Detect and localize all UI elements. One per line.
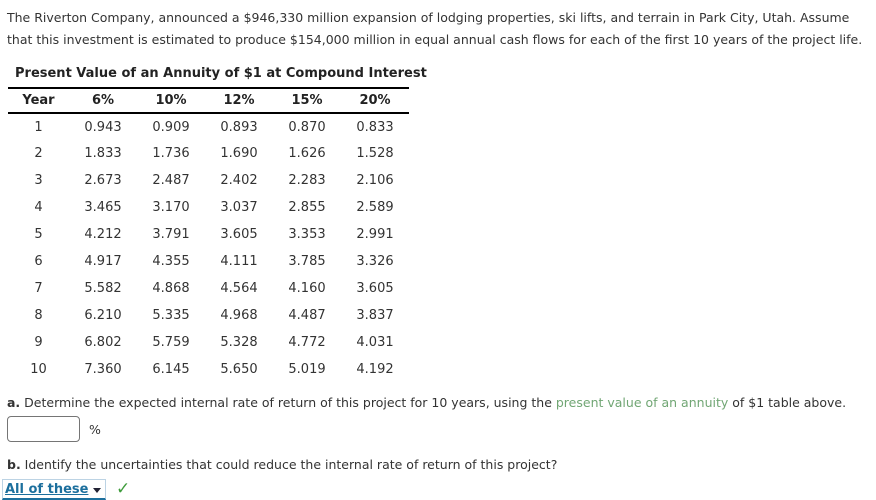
table-cell: 8 xyxy=(34,308,43,323)
table-cell: 7.360 xyxy=(84,362,122,377)
column-header: 12% xyxy=(223,93,255,108)
table-row: 8 6.210 5.335 4.968 4.487 3.837 xyxy=(8,302,409,329)
table-cell: 2.402 xyxy=(220,173,258,188)
table-cell: 3.326 xyxy=(356,254,394,269)
table-cell: 6.210 xyxy=(84,308,122,323)
table-cell: 2.283 xyxy=(288,173,326,188)
table-cell: 3.837 xyxy=(356,308,394,323)
table-cell: 0.833 xyxy=(356,119,394,135)
table-cell: 2 xyxy=(34,146,43,161)
correct-checkmark-icon: ✓ xyxy=(116,479,131,499)
table-cell: 6.145 xyxy=(152,362,190,377)
chevron-down-icon xyxy=(93,487,101,493)
column-header: Year xyxy=(22,93,55,108)
table-cell: 3.605 xyxy=(356,281,394,296)
column-header: 6% xyxy=(91,93,115,108)
annuity-table: Present Value of an Annuity of $1 at Com… xyxy=(8,66,427,383)
table-row: 7 5.582 4.868 4.564 4.160 3.605 xyxy=(8,275,409,302)
table-cell: 3.785 xyxy=(288,254,326,269)
table-cell: 4.192 xyxy=(356,362,394,377)
answer-row: % xyxy=(7,416,869,442)
table-cell: 4.917 xyxy=(84,254,122,269)
table-cell: 4.772 xyxy=(288,335,326,350)
table-cell: 4.111 xyxy=(220,254,258,269)
table-cell: 5.582 xyxy=(84,281,122,296)
table-row: 1 0.943 0.909 0.893 0.870 0.833 xyxy=(8,113,409,140)
table-cell: 7 xyxy=(34,281,43,296)
table-cell: 3.037 xyxy=(220,200,258,215)
annuity-table-body: 1 0.943 0.909 0.893 0.870 0.833 2 1.833 1.736 1.6… xyxy=(8,113,409,383)
table-cell: 3 xyxy=(34,173,43,188)
table-row: 3 2.673 2.487 2.402 2.283 2.106 xyxy=(8,167,409,194)
column-header: 15% xyxy=(291,93,323,108)
table-cell: 2.991 xyxy=(356,227,394,242)
table-cell: 9 xyxy=(34,335,43,350)
table-cell: 4.160 xyxy=(288,281,326,296)
table-cell: 1.528 xyxy=(356,146,394,161)
table-cell: 5.328 xyxy=(220,335,258,350)
table-cell: 2.673 xyxy=(84,173,122,188)
table-row: 10 7.360 6.145 5.650 5.019 4.192 xyxy=(8,356,409,383)
table-cell: 1 xyxy=(34,119,43,135)
table-cell: 2.855 xyxy=(288,200,326,215)
irr-answer-input[interactable] xyxy=(7,416,80,442)
table-row: 6 4.917 4.355 4.111 3.785 3.326 xyxy=(8,248,409,275)
table-cell: 4.968 xyxy=(220,308,258,323)
annuity-table-title: Present Value of an Annuity of $1 at Com… xyxy=(15,66,427,81)
table-row: 2 1.833 1.736 1.690 1.626 1.528 xyxy=(8,140,409,167)
column-header: 10% xyxy=(155,93,187,108)
table-cell: 5.019 xyxy=(288,362,326,377)
table-cell: 4.031 xyxy=(356,335,394,350)
question-b: b. Identify the uncertainties that could… xyxy=(7,457,869,472)
table-cell: 6.802 xyxy=(84,335,122,350)
table-cell: 0.909 xyxy=(152,119,190,135)
table-cell: 0.943 xyxy=(84,119,122,135)
table-cell: 5.759 xyxy=(152,335,190,350)
question-a-text-before: Determine the expected internal rate of … xyxy=(20,395,556,410)
uncertainties-select-value: All of these xyxy=(5,481,89,497)
uncertainties-answer-row: All of these ✓ xyxy=(2,479,869,500)
question-a: a. Determine the expected internal rate … xyxy=(7,395,869,410)
table-cell: 3.465 xyxy=(84,200,122,215)
table-cell: 4.868 xyxy=(152,281,190,296)
table-cell: 5 xyxy=(34,227,43,242)
table-cell: 2.106 xyxy=(356,173,394,188)
percent-unit-label: % xyxy=(89,421,101,437)
table-cell: 10 xyxy=(30,362,47,377)
table-cell: 1.626 xyxy=(288,146,326,161)
table-cell: 3.605 xyxy=(220,227,258,242)
question-b-label: b. xyxy=(7,457,21,472)
table-cell: 3.791 xyxy=(152,227,190,242)
table-cell: 0.870 xyxy=(288,119,326,135)
table-cell: 5.650 xyxy=(220,362,258,377)
annuity-table-link[interactable]: present value of an annuity xyxy=(555,395,729,410)
annuity-table-header-row: Year 6% 10% 12% 15% 20% xyxy=(8,88,409,113)
table-cell: 0.893 xyxy=(220,119,258,135)
table-cell: 5.335 xyxy=(152,308,190,323)
table-row: 9 6.802 5.759 5.328 4.772 4.031 xyxy=(8,329,409,356)
table-cell: 2.589 xyxy=(356,200,394,215)
table-cell: 3.353 xyxy=(288,227,326,242)
uncertainties-select[interactable]: All of these xyxy=(2,479,106,500)
table-cell: 1.690 xyxy=(220,146,258,161)
column-header: 20% xyxy=(359,93,391,108)
problem-statement: The Riverton Company, announced a $946,3… xyxy=(7,10,863,47)
question-a-text-after: of $1 table above. xyxy=(728,395,847,410)
question-b-text: Identify the uncertainties that could re… xyxy=(20,457,558,472)
table-cell: 1.833 xyxy=(84,146,122,161)
table-cell: 1.736 xyxy=(152,146,190,161)
table-cell: 4.487 xyxy=(288,308,326,323)
table-cell: 4.564 xyxy=(220,281,258,296)
table-cell: 4.355 xyxy=(152,254,190,269)
table-cell: 2.487 xyxy=(152,173,190,188)
table-row: 4 3.465 3.170 3.037 2.855 2.589 xyxy=(8,194,409,221)
table-cell: 6 xyxy=(34,254,43,269)
table-cell: 3.170 xyxy=(152,200,190,215)
table-cell: 4 xyxy=(34,200,43,215)
table-row: 5 4.212 3.791 3.605 3.353 2.991 xyxy=(8,221,409,248)
table-cell: 4.212 xyxy=(84,227,122,242)
question-a-label: a. xyxy=(7,395,21,410)
